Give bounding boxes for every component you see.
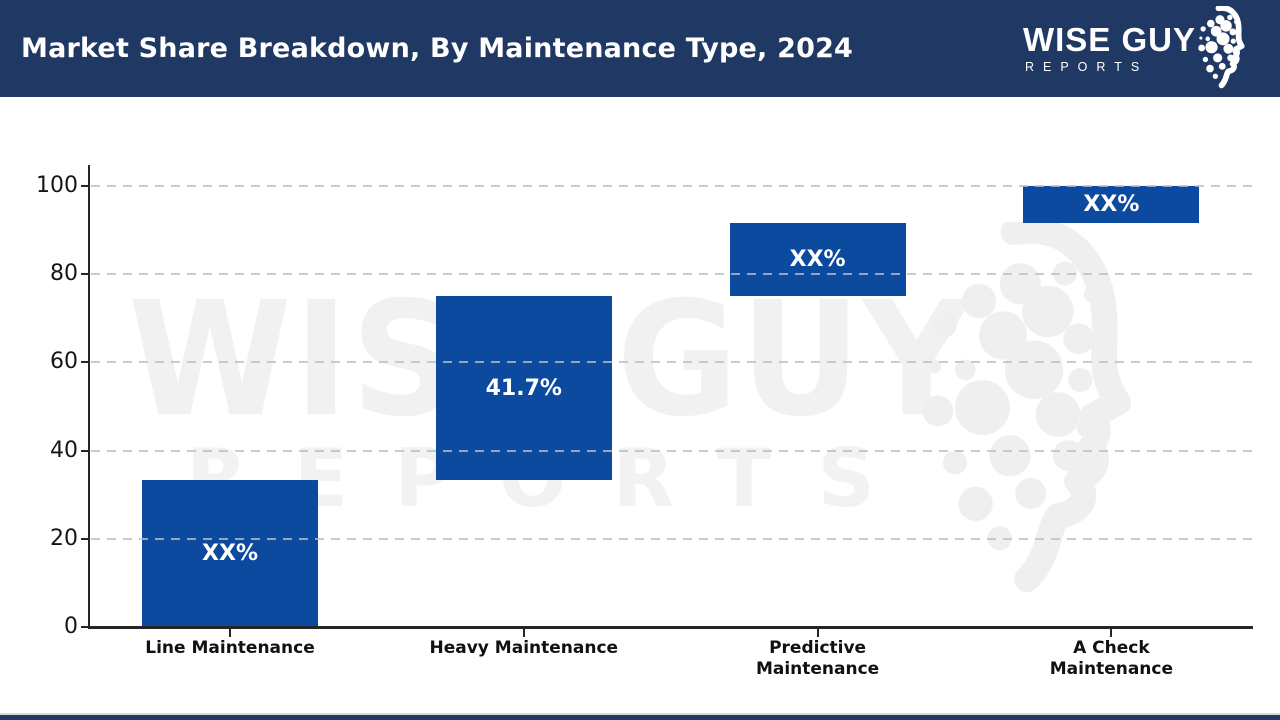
footer-bar [0,715,1280,720]
y-tick-label: 80 [50,261,78,287]
x-category-label: Predictive Maintenance [688,638,948,680]
x-category-label: Line Maintenance [100,638,360,659]
y-tick-label: 60 [50,349,78,375]
y-gridline [91,361,1252,364]
x-tick-mark [816,629,819,637]
x-tick-mark [522,629,525,637]
y-gridline [91,449,1252,452]
y-axis-line [88,165,90,629]
y-tick-label: 0 [64,614,78,639]
x-category-label-line: A Check [1073,638,1150,658]
x-axis-line [88,626,1253,629]
logo-name: WISE GUY [1022,21,1196,58]
x-category-label-line: Maintenance [1049,659,1174,679]
y-tick-label: 20 [50,525,78,551]
y-tick-label: 100 [36,173,78,198]
watermark-face-icon [868,222,1200,600]
y-tick-mark [81,537,89,540]
wiseguy-face-icon [1184,6,1262,90]
x-category-label-line: Predictive [769,638,867,658]
footer-divider [0,713,1280,715]
y-tick-mark [81,185,89,187]
y-gridline [91,273,1252,276]
bar-segment: XX% [142,480,318,627]
bar-segment: 41.7% [435,296,612,481]
y-tick-mark [81,449,89,452]
bar-value-label: XX% [202,541,258,567]
y-tick-mark [81,626,89,628]
y-tick-mark [81,361,89,364]
logo-subname: REPORTS [1024,60,1149,74]
bar-segment: XX% [729,222,906,297]
y-tick-label: 40 [50,437,78,463]
page-title: Market Share Breakdown, By Maintenance T… [21,33,854,64]
x-category-label: Heavy Maintenance [394,638,654,659]
y-gridline [91,537,1252,540]
x-category-label: A Check Maintenance [981,638,1241,680]
bar-value-label: 41.7% [485,375,562,401]
header-bar: Market Share Breakdown, By Maintenance T… [0,0,1280,97]
bar-value-label: XX% [789,246,846,272]
x-category-label-line: Maintenance [755,659,880,679]
y-gridline [91,185,1252,187]
x-tick-mark [1110,629,1113,637]
x-tick-mark [229,629,231,637]
logo-text: WISE GUY REPORTS [1022,21,1196,75]
bar-segment: XX% [1023,186,1200,223]
bar-value-label: XX% [1083,191,1140,217]
x-category-label-line: Heavy Maintenance [429,638,619,658]
x-category-label-line: Line Maintenance [145,638,315,658]
y-tick-mark [81,273,89,276]
wiseguy-logo: WISE GUY REPORTS [1023,8,1280,90]
